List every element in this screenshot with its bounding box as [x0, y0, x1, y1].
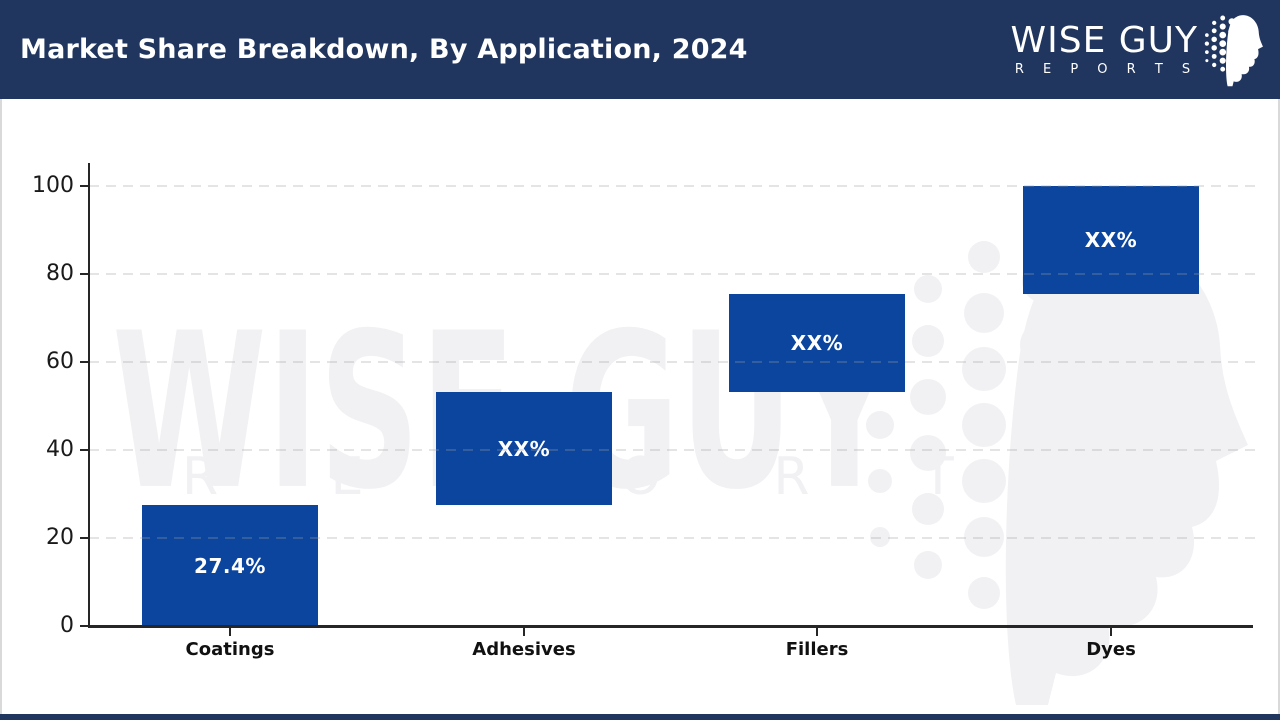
x-axis-category-label: Fillers	[785, 639, 849, 660]
gridline-80	[89, 273, 1258, 275]
logo-face-icon	[1204, 14, 1263, 86]
y-tick-0	[80, 625, 88, 627]
gridline-100	[89, 185, 1258, 187]
x-tick-coatings	[229, 628, 231, 636]
x-axis	[88, 625, 1253, 628]
x-axis-category-label: Dyes	[1086, 639, 1136, 660]
gridline-40	[89, 449, 1258, 451]
page-border-left	[0, 99, 2, 714]
y-axis-tick-label: 0	[60, 613, 74, 638]
y-tick-100	[80, 185, 88, 187]
y-axis-tick-label: 60	[46, 349, 74, 374]
x-axis-category-label: Coatings	[185, 639, 275, 660]
logo-subtext: R E P O R T S	[1014, 61, 1198, 77]
bar-value-label: XX%	[790, 331, 844, 356]
logo-text: WISE GUY R E P O R T S	[1011, 22, 1199, 77]
footer-bar	[0, 714, 1280, 720]
y-tick-80	[80, 273, 88, 275]
bar-value-label: XX%	[497, 436, 551, 461]
y-tick-60	[80, 361, 88, 363]
bar-adhesives: XX%	[436, 391, 612, 506]
y-axis-tick-label: 40	[46, 437, 74, 462]
x-tick-adhesives	[523, 628, 525, 636]
y-tick-40	[80, 449, 88, 451]
bar-value-label: XX%	[1084, 228, 1138, 253]
header-bar: Market Share Breakdown, By Application, …	[0, 0, 1280, 99]
bar-coatings: 27.4%	[142, 505, 318, 626]
bar-fillers: XX%	[729, 294, 905, 392]
x-tick-fillers	[816, 628, 818, 636]
x-tick-dyes	[1110, 628, 1112, 636]
x-axis-category-label: Adhesives	[472, 639, 576, 660]
y-axis	[88, 163, 90, 628]
bar-value-label: 27.4%	[194, 553, 266, 578]
gridline-20	[89, 537, 1258, 539]
plot-area: 27.4% XX% XX% XX% 0 20 40 60 80 100 Coatings Adhesi…	[0, 99, 1280, 714]
bar-dyes: XX%	[1023, 186, 1199, 295]
y-axis-tick-label: 20	[46, 525, 74, 550]
page-border-right	[1278, 99, 1280, 714]
chart-title: Market Share Breakdown, By Application, …	[20, 34, 748, 65]
brand-logo: WISE GUY R E P O R T S	[1011, 10, 1267, 90]
chart-canvas: WISE GUY R E P O R T S 27.4% XX% XX% XX% 0 20…	[0, 99, 1280, 714]
y-tick-20	[80, 537, 88, 539]
y-axis-tick-label: 100	[32, 173, 74, 198]
gridline-60	[89, 361, 1258, 363]
watermark-subtext: R E P O R T S	[182, 447, 1148, 507]
y-axis-tick-label: 80	[46, 261, 74, 286]
logo-wordmark: WISE GUY	[1010, 20, 1198, 62]
